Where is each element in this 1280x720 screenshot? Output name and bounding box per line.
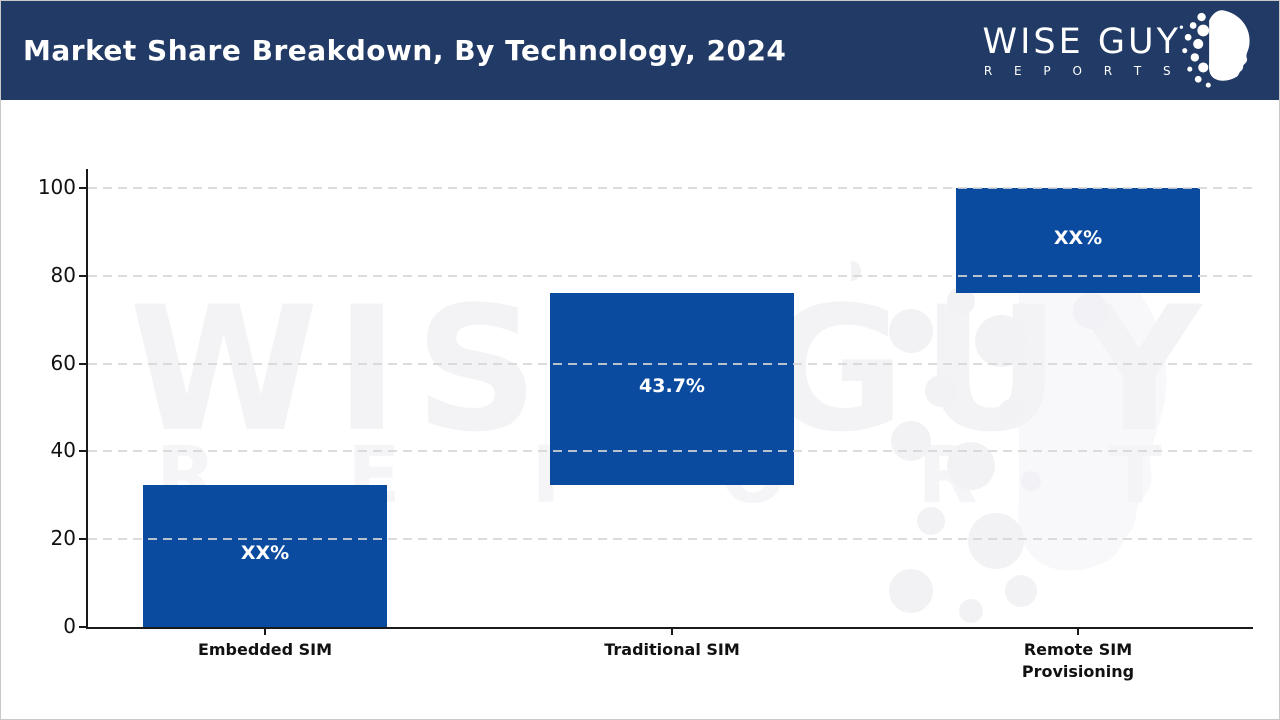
- bar-1: [550, 293, 794, 486]
- y-axis-line: [86, 169, 88, 629]
- watermark-head-icon: [841, 211, 1181, 685]
- y-tick-label-100: 100: [37, 175, 76, 199]
- y-tick-label-40: 40: [50, 438, 76, 463]
- gridline-100: [88, 187, 1253, 189]
- category-label-0: Embedded SIM: [197, 640, 333, 659]
- x-tick-2: [1077, 629, 1079, 635]
- bar-label-2: XX%: [1053, 226, 1103, 249]
- bar-label-1: 43.7%: [639, 375, 705, 398]
- brand-subtext: R E P O R T S: [983, 64, 1180, 78]
- x-tick-0: [264, 629, 266, 635]
- y-tick-label-80: 80: [50, 262, 76, 287]
- y-tick-40: [79, 450, 87, 453]
- brand-logo: WISE GUY R E P O R T S: [982, 9, 1263, 93]
- brand-logo-text: WISE GUY R E P O R T S: [982, 23, 1181, 79]
- brand-wordmark: WISE GUY: [982, 22, 1181, 62]
- gridline-40: [88, 450, 1253, 453]
- bar-label-0: XX%: [240, 542, 290, 565]
- chart-title: Market Share Breakdown, By Technology, 2…: [23, 34, 787, 67]
- y-tick-label-0: 0: [63, 614, 76, 638]
- header-band: Market Share Breakdown, By Technology, 2…: [1, 1, 1279, 100]
- y-tick-60: [79, 362, 87, 365]
- y-tick-20: [79, 538, 87, 541]
- y-tick-100: [79, 187, 87, 189]
- plot-area: WISE GUY R E P O R T S 020406080100XX%Em…: [1, 101, 1280, 719]
- gridline-20: [88, 538, 1253, 541]
- x-tick-1: [671, 629, 673, 635]
- bar-0: [143, 485, 387, 627]
- y-tick-label-60: 60: [50, 350, 76, 375]
- y-tick-0: [79, 626, 87, 628]
- category-label-1: Traditional SIM: [604, 640, 740, 659]
- category-label-2: Remote SIM Provisioning: [1021, 640, 1135, 681]
- dotted-head-icon: [1167, 7, 1263, 95]
- gridline-80: [88, 274, 1253, 277]
- y-tick-80: [79, 274, 87, 277]
- y-tick-label-20: 20: [50, 526, 76, 551]
- gridline-60: [88, 362, 1253, 365]
- x-axis-line: [86, 627, 1253, 629]
